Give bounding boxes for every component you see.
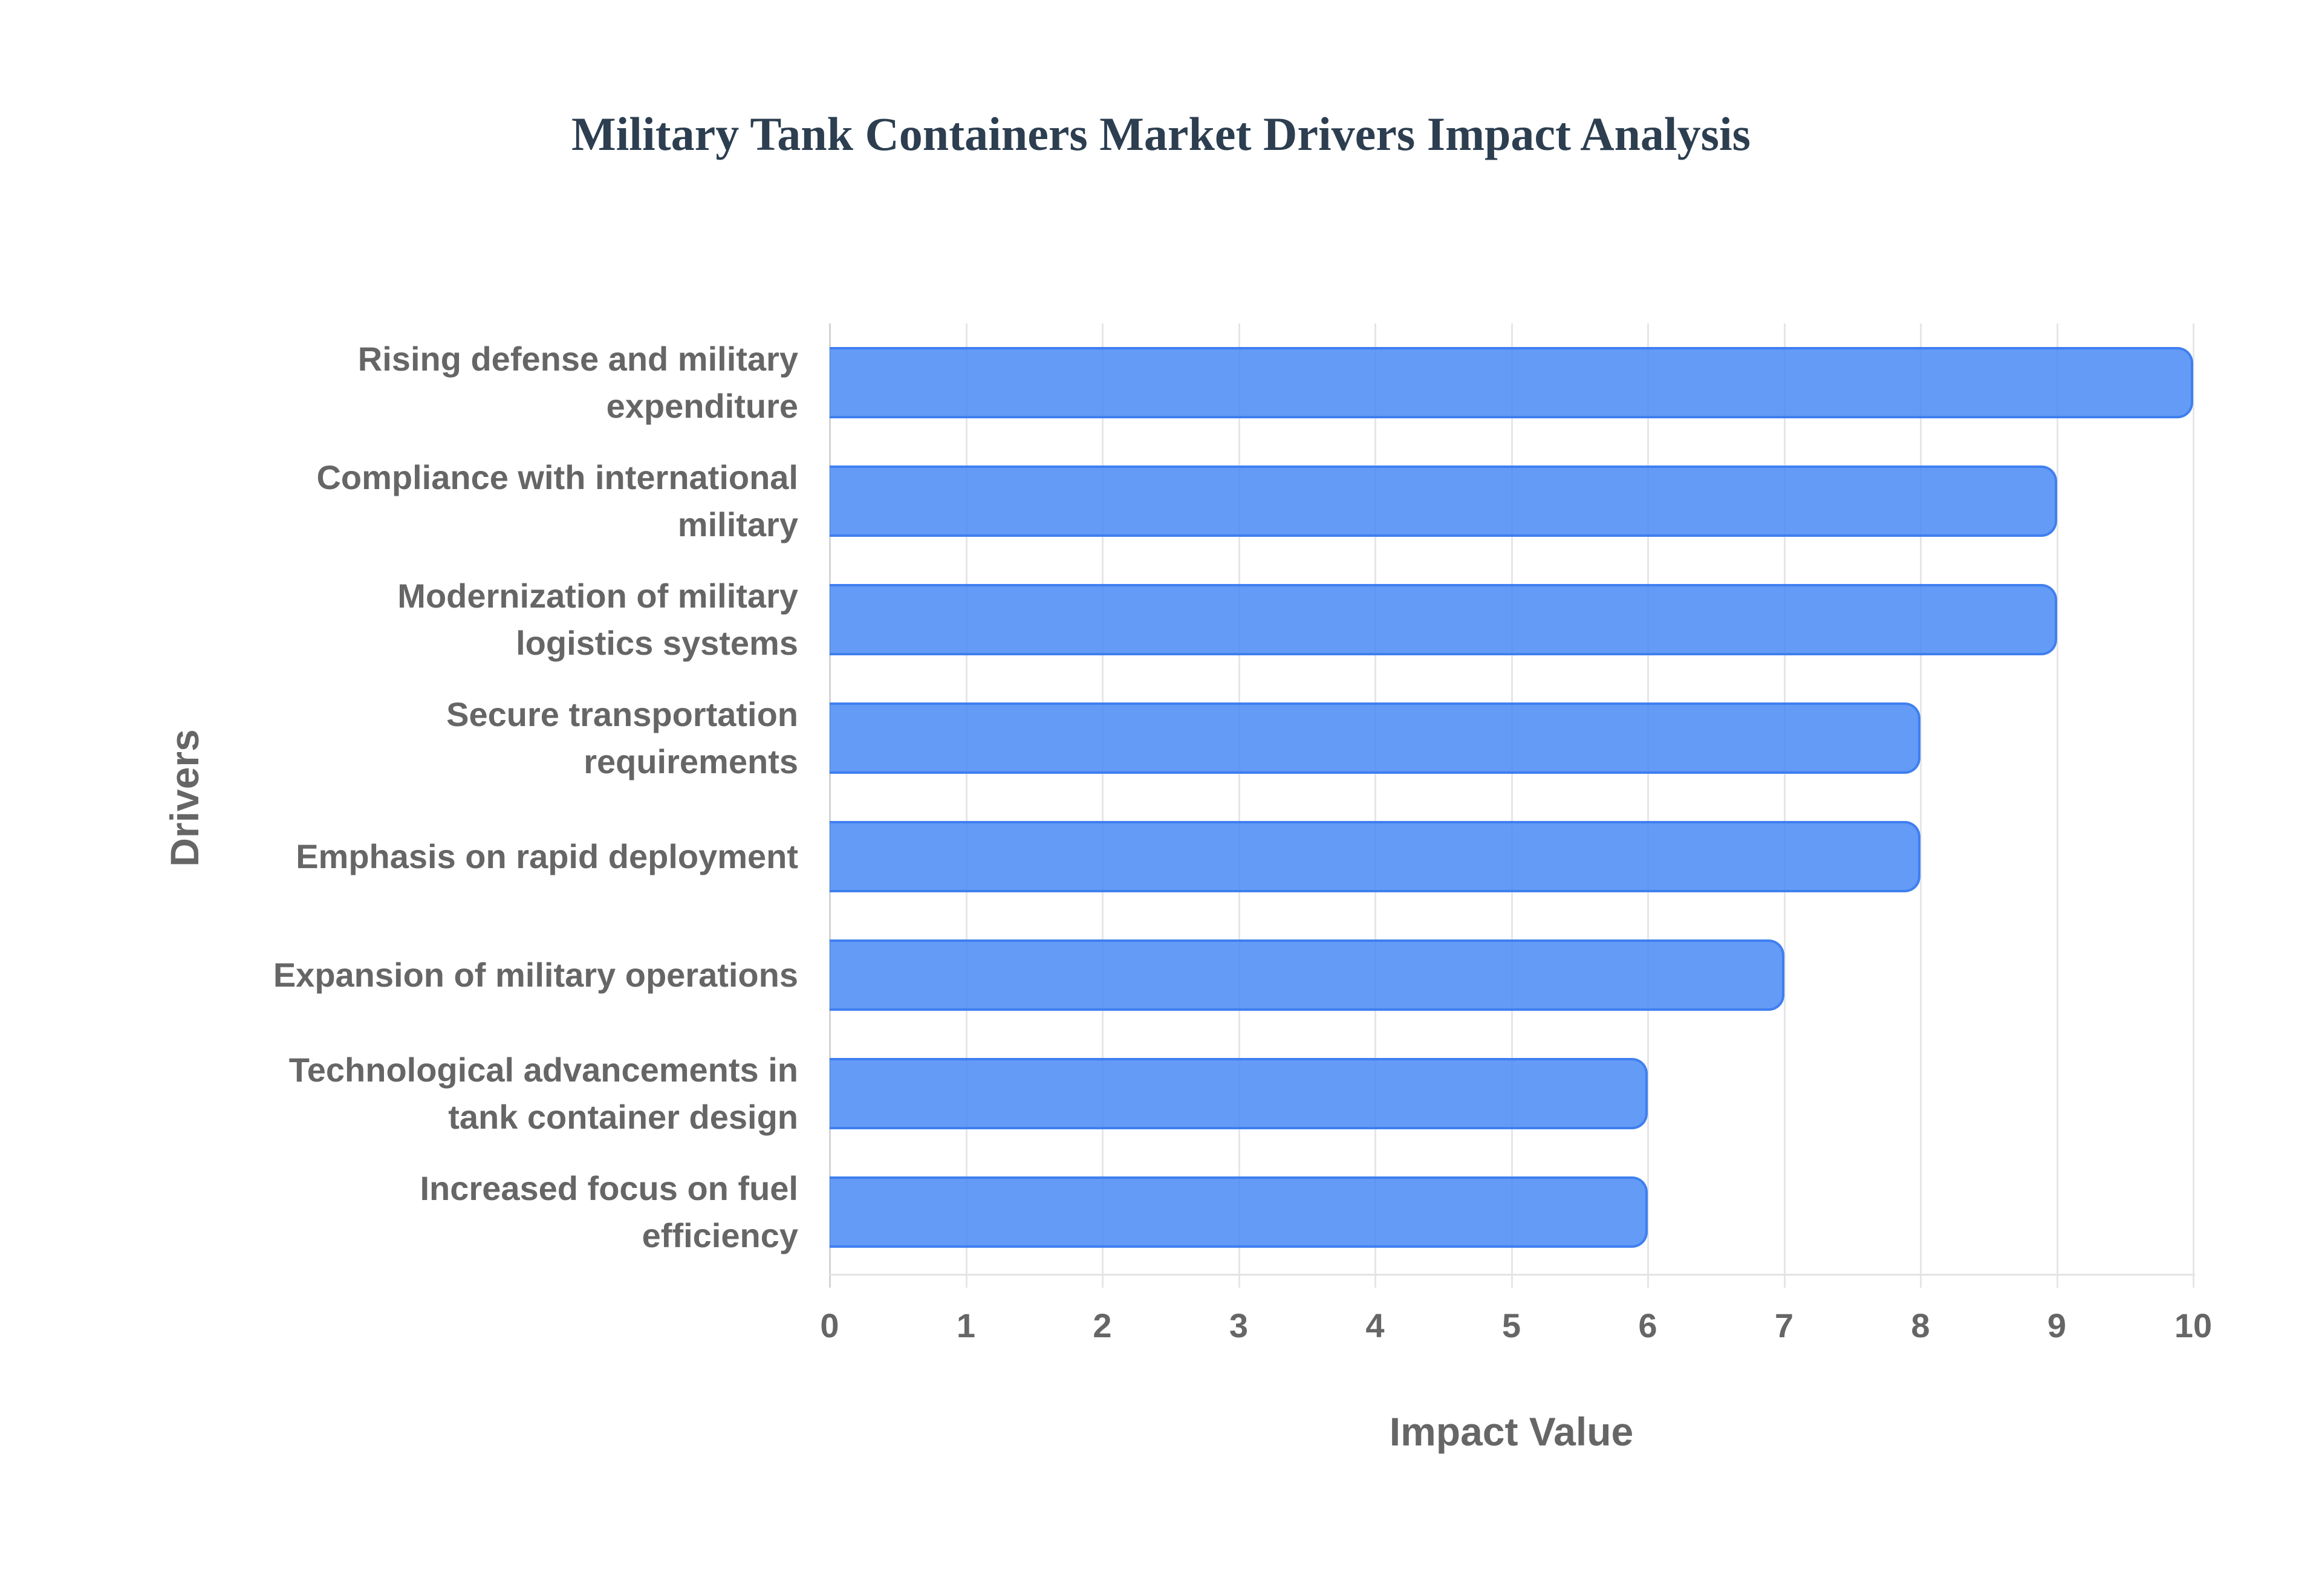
- x-tick-label: 8: [1911, 1306, 1930, 1345]
- x-tick-label: 9: [2047, 1306, 2067, 1345]
- x-tick-label: 4: [1365, 1306, 1385, 1345]
- gridline: [1783, 323, 1786, 1288]
- bar[interactable]: [830, 584, 2057, 655]
- bar[interactable]: [830, 939, 1784, 1011]
- x-tick-label: 5: [1501, 1306, 1521, 1345]
- y-tick-label-text: Technological advancements in tank conta…: [288, 1051, 798, 1136]
- gridline: [1511, 323, 1513, 1288]
- y-tick-label: Technological advancements in tank conta…: [194, 1034, 798, 1153]
- x-tick-label: 2: [1093, 1306, 1112, 1345]
- x-tick-label: 0: [820, 1306, 839, 1345]
- y-tick-label: Emphasis on rapid deployment: [194, 797, 798, 916]
- plot-area: [829, 323, 2195, 1288]
- x-axis-title: Impact Value: [1389, 1409, 1634, 1454]
- x-tick-label: 6: [1638, 1306, 1657, 1345]
- bar[interactable]: [830, 465, 2057, 537]
- y-tick-label-text: Modernization of military logistics syst…: [397, 577, 798, 662]
- bar[interactable]: [830, 702, 1920, 774]
- y-tick-label-text: Increased focus on fuel efficiency: [420, 1169, 799, 1254]
- bar[interactable]: [830, 347, 2193, 418]
- gridline: [1102, 323, 1104, 1288]
- bar[interactable]: [830, 1176, 1648, 1248]
- y-tick-label: Modernization of military logistics syst…: [194, 560, 798, 679]
- y-tick-label-text: Expansion of military operations: [273, 956, 798, 994]
- y-tick-label-text: Compliance with international military: [316, 458, 798, 543]
- y-tick-label: Expansion of military operations: [194, 916, 798, 1034]
- x-tick-label: 3: [1229, 1306, 1249, 1345]
- gridline: [2193, 323, 2194, 1288]
- gridline: [1238, 323, 1240, 1288]
- y-tick-label: Compliance with international military: [194, 442, 798, 560]
- gridline: [1647, 323, 1649, 1288]
- x-tick-label: 10: [2174, 1306, 2213, 1345]
- gridline: [829, 323, 831, 1288]
- gridline: [1374, 323, 1376, 1288]
- y-tick-label: Secure transportation requirements: [194, 679, 798, 797]
- y-tick-label-text: Emphasis on rapid deployment: [296, 837, 798, 875]
- bar[interactable]: [830, 821, 1920, 892]
- y-tick-label: Rising defense and military expenditure: [194, 323, 798, 442]
- y-tick-label-text: Rising defense and military expenditure: [357, 340, 798, 425]
- x-tick-label: 1: [956, 1306, 976, 1345]
- gridline: [2056, 323, 2058, 1288]
- x-axis-line: [830, 1274, 2195, 1276]
- x-tick-label: 7: [1774, 1306, 1794, 1345]
- y-tick-label-text: Secure transportation requirements: [446, 695, 798, 780]
- bar[interactable]: [830, 1058, 1648, 1129]
- gridline: [965, 323, 968, 1288]
- gridline: [1920, 323, 1922, 1288]
- y-tick-label: Increased focus on fuel efficiency: [194, 1153, 799, 1271]
- chart-title: Military Tank Containers Market Drivers …: [571, 108, 1751, 160]
